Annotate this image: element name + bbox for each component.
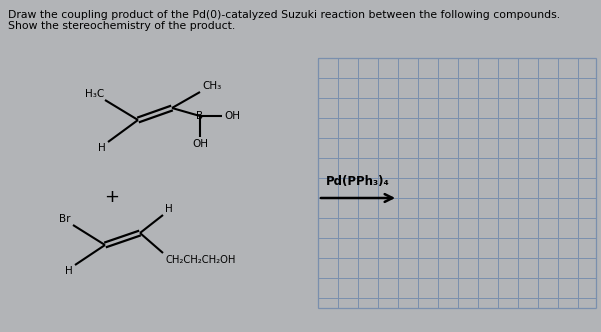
Text: Pd(PPh₃)₄: Pd(PPh₃)₄ — [326, 175, 390, 188]
Text: Br: Br — [59, 214, 71, 224]
Text: CH₂CH₂CH₂OH: CH₂CH₂CH₂OH — [165, 255, 236, 265]
Text: H: H — [98, 143, 106, 153]
Text: Show the stereochemistry of the product.: Show the stereochemistry of the product. — [8, 21, 235, 31]
Text: Draw the coupling product of the Pd(0)-catalyzed Suzuki reaction between the fol: Draw the coupling product of the Pd(0)-c… — [8, 10, 560, 20]
Text: +: + — [105, 188, 120, 206]
Bar — [318, 58, 596, 308]
Text: CH₃: CH₃ — [202, 81, 221, 91]
Text: OH: OH — [192, 139, 208, 149]
Text: H₃C: H₃C — [85, 89, 104, 99]
Text: OH: OH — [224, 111, 240, 121]
Text: H: H — [66, 266, 73, 276]
Text: H: H — [165, 204, 172, 214]
Text: B: B — [197, 111, 204, 121]
